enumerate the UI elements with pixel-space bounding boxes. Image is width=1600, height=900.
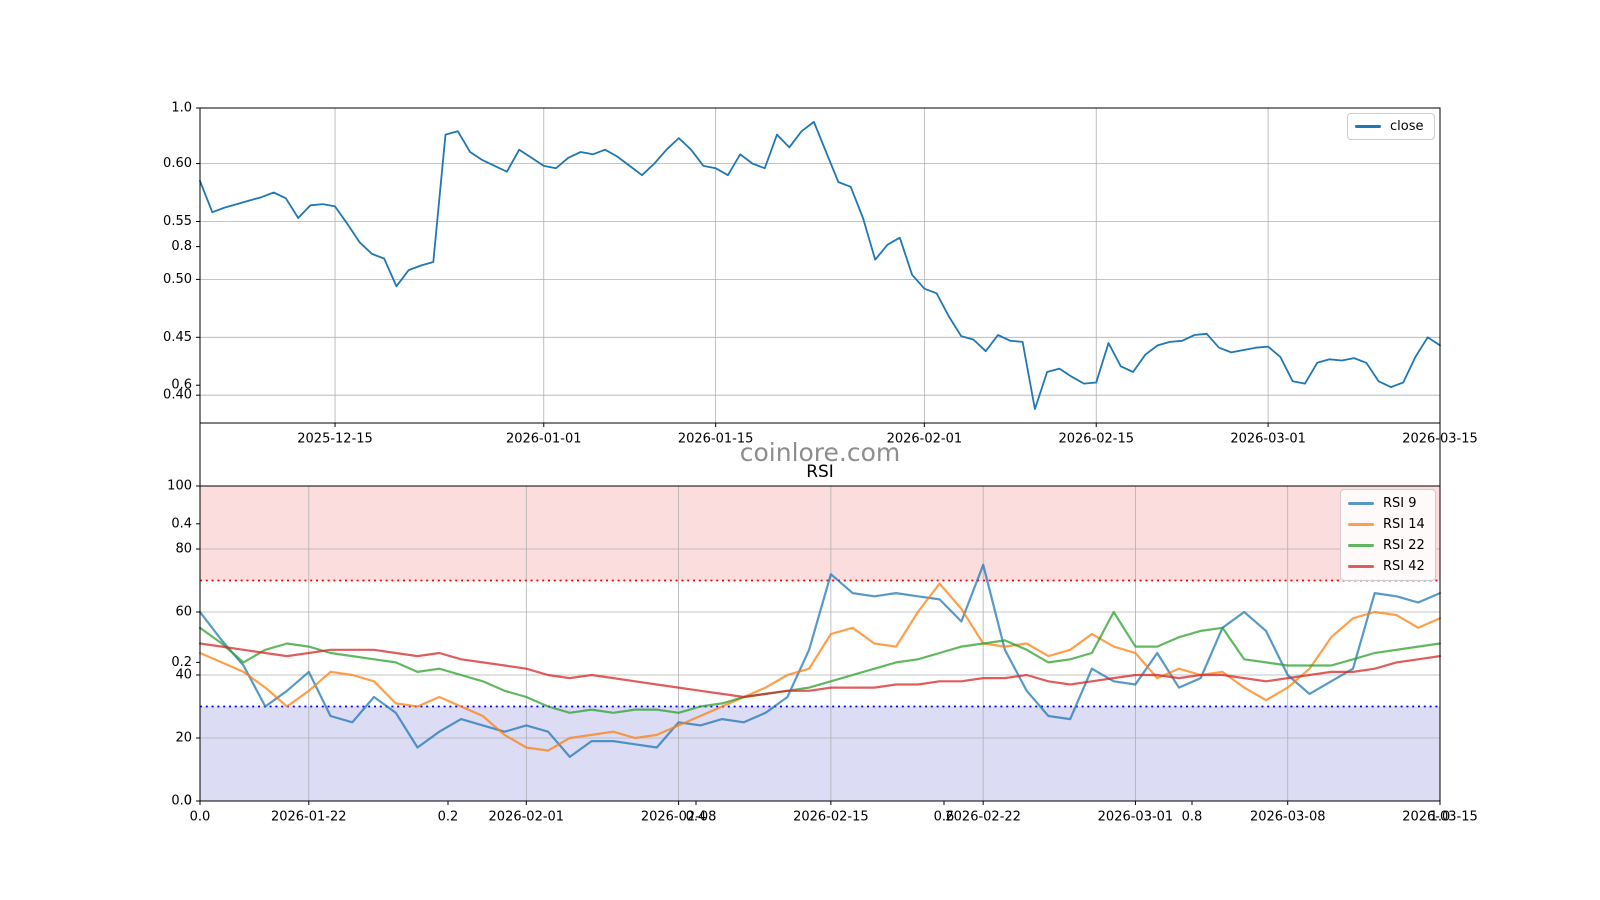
overlay-y-tick-label: 0.0 bbox=[171, 794, 192, 809]
rsi-chart-title: RSI bbox=[806, 462, 834, 482]
x-tick-label: 2026-02-15 bbox=[793, 810, 869, 825]
legend-row: RSI 9 bbox=[1348, 496, 1428, 511]
overbought-band bbox=[200, 486, 1440, 581]
legend-label: RSI 9 bbox=[1383, 496, 1417, 511]
rsi-22-line bbox=[198, 610, 1442, 714]
rsi-42-swatch bbox=[1348, 565, 1374, 568]
x-tick-label: 2026-03-01 bbox=[1230, 432, 1306, 447]
price-chart: 2025-12-15 2026-01-01 2026-01-15 2026-02-01… bbox=[163, 107, 1478, 447]
oversold-band bbox=[200, 706, 1440, 801]
overlay-spine bbox=[199, 107, 1441, 802]
overlay-x-tick-label: 1.0 bbox=[1430, 810, 1451, 825]
overlay-y-tick-label: 0.8 bbox=[171, 239, 192, 254]
rsi-chart: 2026-01-22 2026-02-01 2026-02-08 2026-02-15… bbox=[167, 479, 1478, 825]
rsi-42-line bbox=[198, 642, 1442, 699]
y-tick-label: 0 bbox=[184, 794, 192, 809]
x-tick-label: 2026-02-08 bbox=[641, 810, 717, 825]
legend-row: close bbox=[1355, 119, 1427, 134]
y-tick-label: 60 bbox=[175, 605, 192, 620]
y-tick-label: 20 bbox=[175, 731, 192, 746]
rsi-22-swatch bbox=[1348, 544, 1374, 547]
x-tick-label: 2026-03-15 bbox=[1402, 810, 1478, 825]
y-tick-label: 0.40 bbox=[163, 388, 192, 403]
overlay-y-tick-label: 0.4 bbox=[171, 516, 192, 531]
x-tick-label: 2026-01-22 bbox=[271, 810, 347, 825]
overlay-x-tick-label: 0.4 bbox=[686, 810, 707, 825]
rsi-legend: RSI 9 RSI 14 RSI 22 RSI 42 bbox=[1340, 489, 1436, 581]
x-tick-label: 2026-02-01 bbox=[887, 432, 963, 447]
rsi-9-swatch bbox=[1348, 502, 1374, 505]
y-tick-label: 80 bbox=[175, 542, 192, 557]
price-legend: close bbox=[1347, 113, 1435, 140]
y-tick-label: 0.45 bbox=[163, 330, 192, 345]
overlay-x-tick-label: 0.0 bbox=[190, 810, 211, 825]
watermark: coinlore.com bbox=[739, 438, 901, 467]
x-tick-label: 2026-01-15 bbox=[678, 432, 754, 447]
x-tick-label: 2026-03-01 bbox=[1098, 810, 1174, 825]
overlay-axes: 1.0 0.8 0.6 0.4 0.2 0.00.0 0.2 0.4 0.6 0.8 1.0 bbox=[171, 101, 1450, 825]
y-tick-label: 100 bbox=[167, 479, 192, 494]
x-tick-label: 2026-03-08 bbox=[1250, 810, 1326, 825]
close-line-swatch bbox=[1355, 125, 1381, 128]
overlay-y-tick-label: 1.0 bbox=[171, 101, 192, 116]
legend-row: RSI 22 bbox=[1348, 538, 1428, 553]
rsi-14-line bbox=[198, 582, 1442, 752]
overlay-x-tick-label: 0.6 bbox=[934, 810, 955, 825]
x-tick-label: 2026-01-01 bbox=[506, 432, 582, 447]
overlay-x-tick-label: 0.2 bbox=[438, 810, 459, 825]
legend-label: RSI 22 bbox=[1383, 538, 1425, 553]
legend-row: RSI 42 bbox=[1348, 559, 1428, 574]
axes-spine bbox=[199, 107, 1441, 424]
rsi-14-swatch bbox=[1348, 523, 1374, 526]
y-tick-label: 0.55 bbox=[163, 214, 192, 229]
close-line bbox=[199, 121, 1441, 410]
overlay-x-tick-label: 0.8 bbox=[1182, 810, 1203, 825]
x-tick-label: 2025-12-15 bbox=[297, 432, 373, 447]
x-tick-label: 2026-02-15 bbox=[1058, 432, 1134, 447]
legend-row: RSI 14 bbox=[1348, 517, 1428, 532]
legend-label: RSI 14 bbox=[1383, 517, 1425, 532]
x-tick-label: 2026-02-22 bbox=[945, 810, 1021, 825]
legend-label: RSI 42 bbox=[1383, 559, 1425, 574]
rsi-9-line bbox=[198, 563, 1442, 758]
legend-label: close bbox=[1390, 119, 1424, 134]
y-tick-label: 40 bbox=[175, 668, 192, 683]
x-tick-label: 2026-02-01 bbox=[489, 810, 565, 825]
y-tick-label: 0.60 bbox=[163, 156, 192, 171]
overlay-y-tick-label: 0.2 bbox=[171, 655, 192, 670]
y-tick-label: 0.50 bbox=[163, 272, 192, 287]
overlay-y-tick-label: 0.6 bbox=[171, 378, 192, 393]
